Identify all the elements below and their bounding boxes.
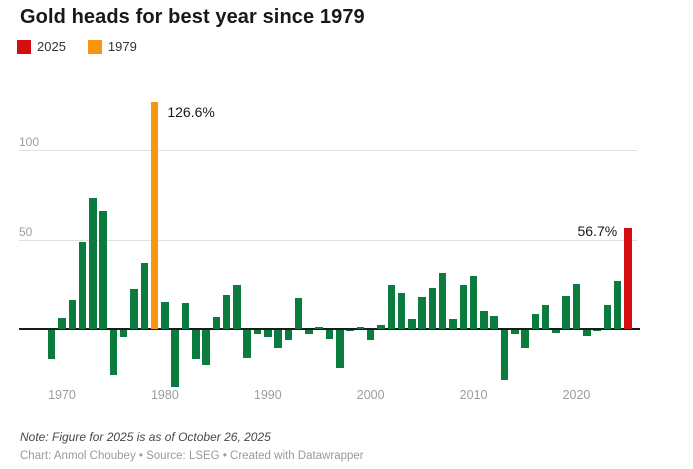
bar-1988[interactable] xyxy=(243,330,251,359)
bar-1969[interactable] xyxy=(47,330,56,359)
bar-1990[interactable] xyxy=(264,330,272,337)
bar-2000[interactable] xyxy=(366,330,375,340)
y-axis-label-100: 100 xyxy=(19,135,40,149)
bar-1998[interactable] xyxy=(346,330,354,332)
bar-2025[interactable] xyxy=(624,227,632,329)
bar-1983[interactable] xyxy=(192,330,200,359)
x-axis-zero-line xyxy=(19,328,640,330)
bar-1980[interactable] xyxy=(161,301,169,329)
bar-2015[interactable] xyxy=(521,330,529,349)
bar-1984[interactable] xyxy=(202,330,210,365)
bar-1986[interactable] xyxy=(222,294,231,329)
gridline-100 xyxy=(19,150,637,151)
bar-2019[interactable] xyxy=(562,296,570,329)
chart-legend: 2025 1979 xyxy=(17,39,137,54)
legend-item-1979: 1979 xyxy=(87,39,137,54)
bar-2004[interactable] xyxy=(408,319,416,329)
bar-2018[interactable] xyxy=(552,330,560,334)
bar-1999[interactable] xyxy=(356,327,365,329)
bar-1978[interactable] xyxy=(140,262,149,329)
gridline-50 xyxy=(19,239,637,241)
bar-2017[interactable] xyxy=(541,304,550,329)
bar-2010[interactable] xyxy=(469,275,478,329)
legend-label: 2025 xyxy=(37,39,66,54)
bar-1993[interactable] xyxy=(294,297,303,329)
bar-1989[interactable] xyxy=(253,330,262,335)
bar-1985[interactable] xyxy=(212,317,221,329)
bar-2021[interactable] xyxy=(583,330,591,337)
bar-1976[interactable] xyxy=(119,330,128,338)
bar-1979[interactable] xyxy=(150,102,159,329)
bar-1981[interactable] xyxy=(171,330,179,388)
bar-2022[interactable] xyxy=(593,330,601,331)
bar-1987[interactable] xyxy=(233,285,241,329)
bar-2007[interactable] xyxy=(438,273,447,329)
bar-2002[interactable] xyxy=(387,284,396,329)
x-axis-label-2010: 2010 xyxy=(459,388,488,402)
chart-credit: Chart: Anmol Choubey • Source: LSEG • Cr… xyxy=(20,450,364,462)
bar-1994[interactable] xyxy=(305,330,313,334)
legend-item-2025: 2025 xyxy=(17,39,66,54)
annotation-1979: 126.6% xyxy=(167,104,215,121)
legend-label: 1979 xyxy=(107,39,137,54)
x-axis-label-2000: 2000 xyxy=(356,388,385,402)
chart-title: Gold heads for best year since 1979 xyxy=(20,6,365,28)
bar-2013[interactable] xyxy=(500,330,509,380)
bar-1991[interactable] xyxy=(274,330,282,348)
x-axis-label-1970: 1970 xyxy=(48,388,76,402)
bar-1974[interactable] xyxy=(99,210,107,329)
chart-note: Note: Figure for 2025 is as of October 2… xyxy=(20,430,271,444)
bar-2020[interactable] xyxy=(572,284,581,329)
bar-2023[interactable] xyxy=(603,305,612,329)
bar-2003[interactable] xyxy=(397,293,406,329)
bar-2014[interactable] xyxy=(511,330,519,334)
legend-swatch-2025 xyxy=(17,39,31,54)
annotation-2025: 56.7% xyxy=(577,222,618,239)
bar-1970[interactable] xyxy=(58,317,66,329)
bar-2012[interactable] xyxy=(490,316,498,329)
bar-2009[interactable] xyxy=(459,284,468,329)
x-axis-label-1980: 1980 xyxy=(150,388,179,402)
bar-1977[interactable] xyxy=(130,288,138,329)
bar-1973[interactable] xyxy=(89,198,97,329)
x-axis-label-1990: 1990 xyxy=(253,388,282,402)
bar-2024[interactable] xyxy=(613,280,622,329)
bar-2001[interactable] xyxy=(377,324,385,329)
bar-2005[interactable] xyxy=(418,296,426,329)
bar-2008[interactable] xyxy=(449,318,457,329)
legend-swatch-1979 xyxy=(87,39,102,54)
y-axis-label-50: 50 xyxy=(19,224,33,239)
bar-2006[interactable] xyxy=(428,288,437,329)
bar-1975[interactable] xyxy=(109,330,118,375)
bar-1996[interactable] xyxy=(325,330,334,339)
bar-1972[interactable] xyxy=(78,241,87,329)
bar-1992[interactable] xyxy=(284,330,293,341)
bar-1982[interactable] xyxy=(181,302,190,329)
bar-2011[interactable] xyxy=(480,310,488,329)
bar-2016[interactable] xyxy=(531,313,540,329)
bar-1971[interactable] xyxy=(68,299,77,329)
bar-1997[interactable] xyxy=(336,330,344,369)
x-axis-label-2020: 2020 xyxy=(562,388,591,402)
bar-1995[interactable] xyxy=(315,326,323,329)
